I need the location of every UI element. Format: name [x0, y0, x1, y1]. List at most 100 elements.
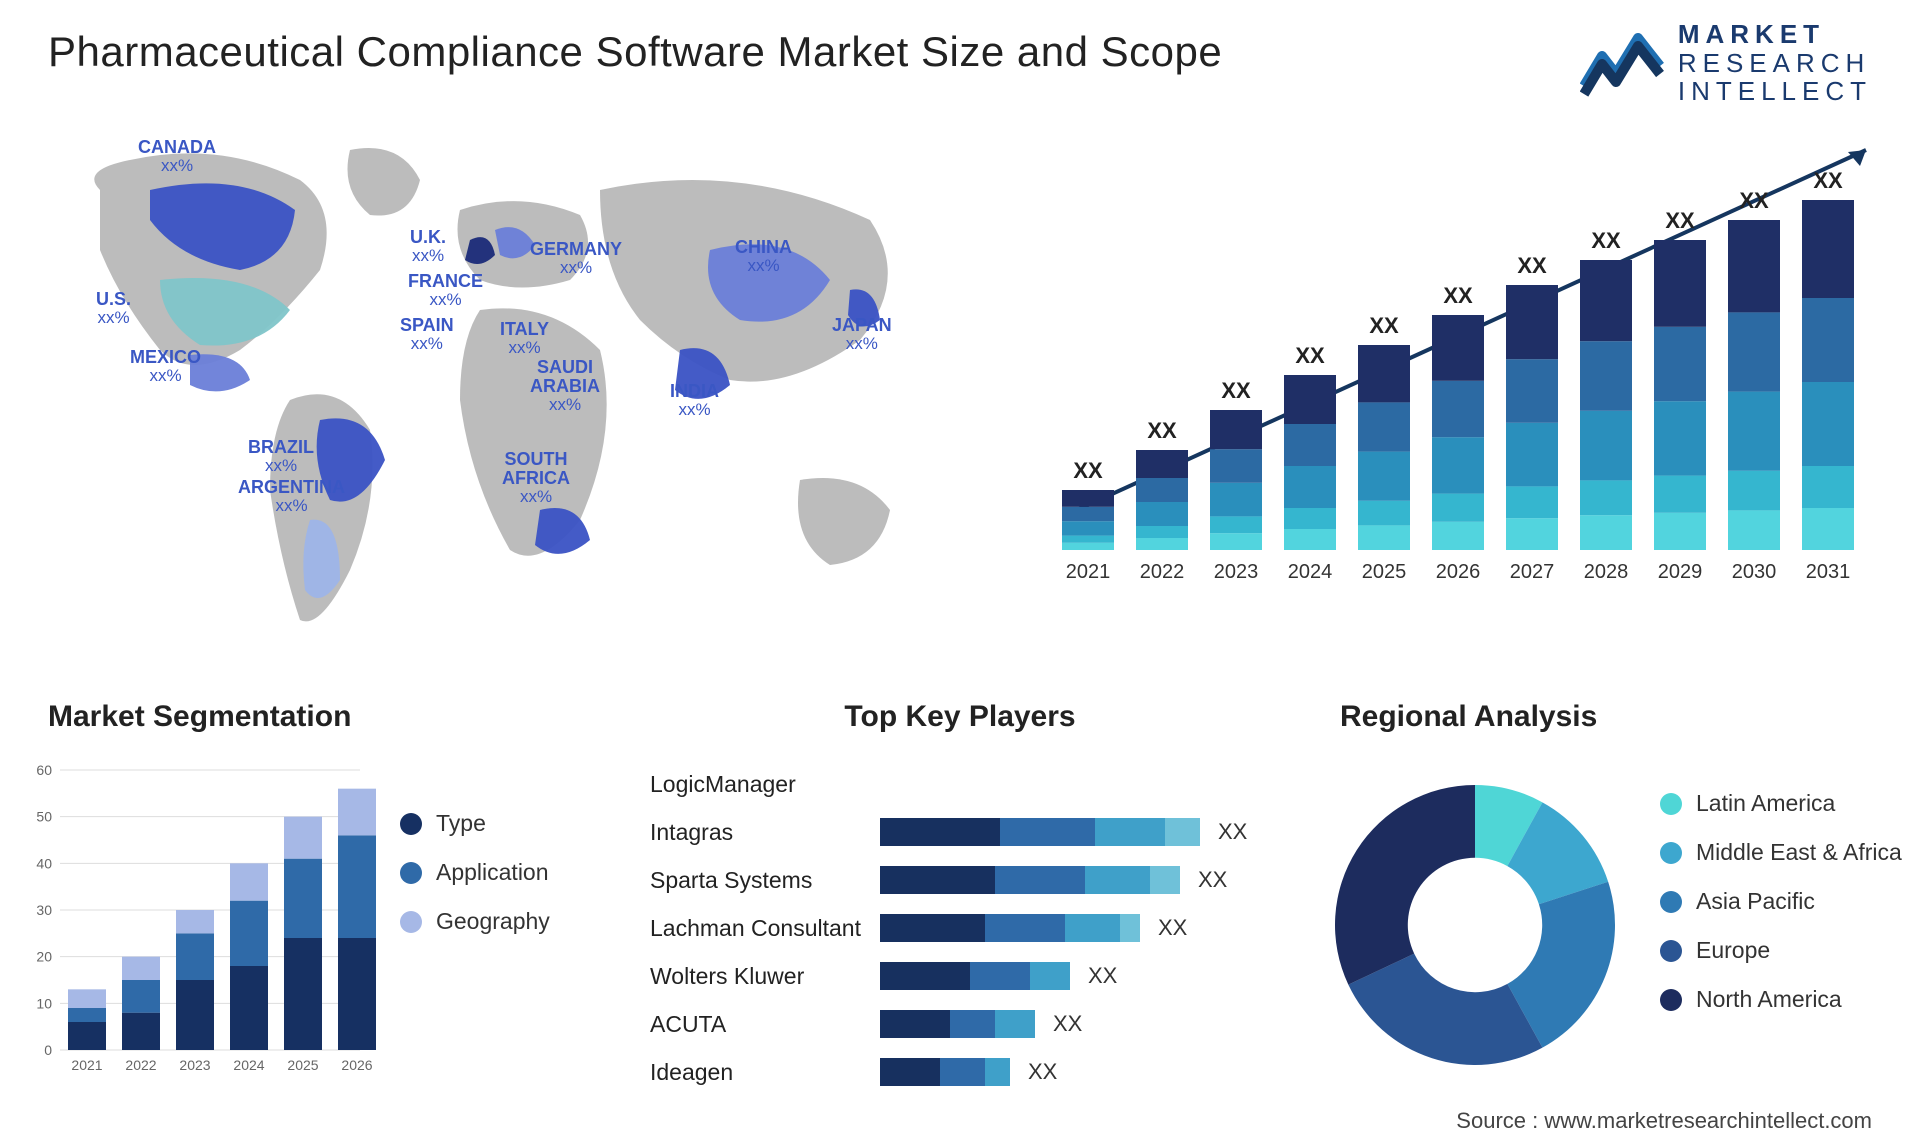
player-value: XX [1088, 963, 1117, 989]
svg-text:2029: 2029 [1658, 561, 1703, 583]
player-name: Wolters Kluwer [650, 963, 880, 990]
player-bar [880, 818, 1200, 846]
player-name: LogicManager [650, 771, 880, 798]
player-bar [880, 1010, 1035, 1038]
player-bar [880, 866, 1180, 894]
player-bar [880, 962, 1070, 990]
player-row: Ideagen XX [650, 1048, 1290, 1096]
segmentation-title: Market Segmentation [48, 700, 628, 734]
svg-text:XX: XX [1517, 253, 1547, 278]
svg-text:2021: 2021 [1066, 561, 1111, 583]
map-label: FRANCExx% [408, 272, 483, 309]
players-list: LogicManagerIntagrasXXSparta SystemsXXLa… [650, 760, 1290, 1096]
player-bar [880, 914, 1140, 942]
map-label: GERMANYxx% [530, 240, 622, 277]
svg-text:2024: 2024 [1288, 561, 1333, 583]
svg-text:2023: 2023 [1214, 561, 1259, 583]
map-label: INDIAxx% [670, 382, 719, 419]
map-label: SOUTHAFRICAxx% [502, 450, 570, 506]
player-value: XX [1053, 1011, 1082, 1037]
player-row: Sparta Systems XX [650, 856, 1290, 904]
players-title: Top Key Players [650, 700, 1270, 734]
legend-item: Middle East & Africa [1660, 839, 1902, 866]
svg-text:XX: XX [1073, 458, 1103, 483]
svg-text:2031: 2031 [1806, 561, 1851, 583]
segmentation-legend: Type Application Geography [400, 810, 550, 957]
player-value: XX [1218, 819, 1247, 845]
svg-text:XX: XX [1665, 208, 1695, 233]
source-footer: Source : www.marketresearchintellect.com [1456, 1108, 1872, 1134]
svg-text:2030: 2030 [1732, 561, 1777, 583]
legend-item: Type [400, 810, 550, 837]
svg-text:50: 50 [36, 809, 52, 825]
svg-text:2025: 2025 [287, 1057, 318, 1073]
svg-text:XX: XX [1369, 313, 1399, 338]
svg-text:XX: XX [1813, 168, 1843, 193]
legend-item: Europe [1660, 937, 1902, 964]
world-map: CANADAxx% U.S.xx% MEXICOxx% BRAZILxx%ARGENT… [40, 120, 940, 650]
legend-item: Geography [400, 908, 550, 935]
svg-text:2026: 2026 [341, 1057, 372, 1073]
brand-logo: MARKET RESEARCH INTELLECT [1580, 20, 1872, 106]
svg-text:2027: 2027 [1510, 561, 1555, 583]
svg-text:2026: 2026 [1436, 561, 1481, 583]
svg-text:2024: 2024 [233, 1057, 264, 1073]
svg-text:2028: 2028 [1584, 561, 1629, 583]
map-label: CANADAxx% [138, 138, 216, 175]
svg-text:2023: 2023 [179, 1057, 210, 1073]
svg-text:2021: 2021 [71, 1057, 102, 1073]
map-label: BRAZILxx% [248, 438, 314, 475]
svg-text:2022: 2022 [125, 1057, 156, 1073]
logo-icon [1580, 26, 1666, 100]
svg-text:0: 0 [44, 1042, 52, 1058]
logo-line1: MARKET [1678, 20, 1872, 49]
player-name: Intagras [650, 819, 880, 846]
player-row: ACUTA XX [650, 1000, 1290, 1048]
svg-text:XX: XX [1591, 228, 1621, 253]
svg-text:2022: 2022 [1140, 561, 1185, 583]
map-label: U.S.xx% [96, 290, 131, 327]
player-name: Sparta Systems [650, 867, 880, 894]
legend-item: Latin America [1660, 790, 1902, 817]
segmentation-chart: 0 10 20 30 40 50 60 2021 2022 2023 2024 2025 2026 [28, 760, 388, 1090]
map-label: ARGENTINAxx% [238, 478, 345, 515]
legend-item: Application [400, 859, 550, 886]
page-title: Pharmaceutical Compliance Software Marke… [48, 28, 1222, 76]
map-label: ITALYxx% [500, 320, 549, 357]
regional-donut [1320, 770, 1630, 1080]
svg-text:20: 20 [36, 949, 52, 965]
player-row: Lachman Consultant XX [650, 904, 1290, 952]
regional-legend: Latin America Middle East & Africa Asia Pa… [1660, 790, 1902, 1035]
player-value: XX [1198, 867, 1227, 893]
player-row: Wolters Kluwer XX [650, 952, 1290, 1000]
map-label: JAPANxx% [832, 316, 892, 353]
player-bar [880, 1058, 1010, 1086]
map-label: SPAINxx% [400, 316, 454, 353]
player-name: ACUTA [650, 1011, 880, 1038]
map-label: U.K.xx% [410, 228, 446, 265]
svg-text:10: 10 [36, 995, 52, 1011]
svg-text:XX: XX [1739, 188, 1769, 213]
map-label: SAUDIARABIAxx% [530, 358, 600, 414]
legend-item: Asia Pacific [1660, 888, 1902, 915]
legend-item: North America [1660, 986, 1902, 1013]
player-row: Intagras XX [650, 808, 1290, 856]
map-label: CHINAxx% [735, 238, 792, 275]
player-name: Lachman Consultant [650, 915, 880, 942]
svg-text:XX: XX [1443, 283, 1473, 308]
svg-text:30: 30 [36, 902, 52, 918]
svg-text:XX: XX [1221, 378, 1251, 403]
svg-text:60: 60 [36, 762, 52, 778]
player-value: XX [1158, 915, 1187, 941]
player-row: LogicManager [650, 760, 1290, 808]
svg-text:40: 40 [36, 855, 52, 871]
logo-line2: RESEARCH [1678, 49, 1872, 78]
svg-text:2025: 2025 [1362, 561, 1407, 583]
map-label: MEXICOxx% [130, 348, 201, 385]
player-value: XX [1028, 1059, 1057, 1085]
regional-title: Regional Analysis [1340, 700, 1597, 734]
svg-text:XX: XX [1295, 343, 1325, 368]
svg-text:XX: XX [1147, 418, 1177, 443]
player-name: Ideagen [650, 1059, 880, 1086]
growth-bar-chart: XX 2021 XX 2022 XX 2023 XX 2024 XX 2025 XX 2026 XX 20… [1052, 130, 1872, 630]
